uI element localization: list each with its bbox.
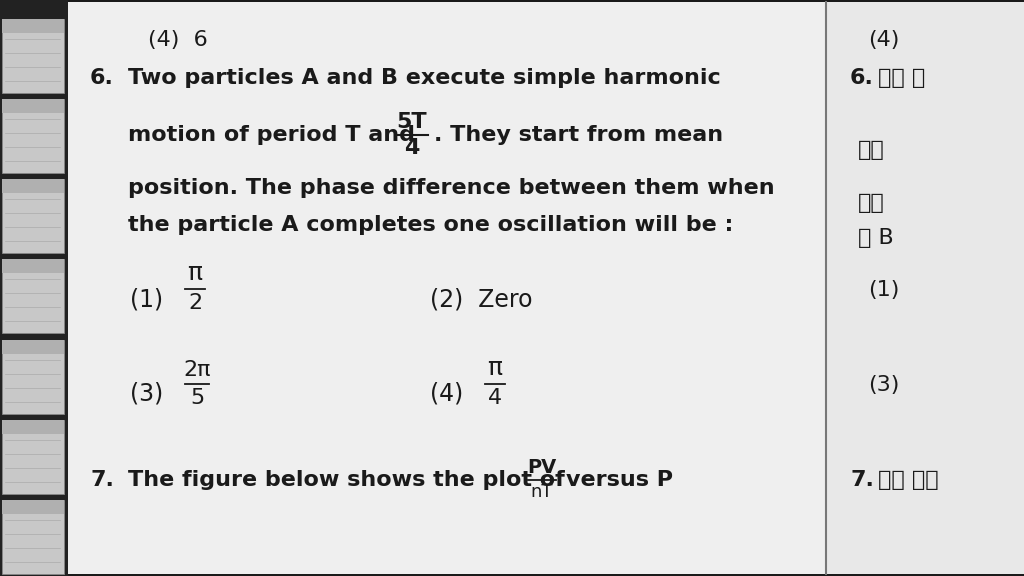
Text: (4): (4) [430, 382, 463, 406]
Text: 4: 4 [488, 388, 502, 408]
Text: (4)  6: (4) 6 [148, 30, 208, 50]
Text: versus P: versus P [566, 470, 673, 490]
Text: (1): (1) [130, 287, 163, 311]
Text: आव: आव [858, 140, 885, 160]
Bar [2, 99, 63, 113]
Text: (4): (4) [868, 30, 899, 50]
Text: 5T: 5T [396, 112, 427, 132]
Text: 6.: 6. [90, 68, 114, 88]
Text: the particle A completes one oscillation will be :: the particle A completes one oscillation… [128, 215, 733, 235]
Bar [826, 2, 1024, 574]
Text: 2π: 2π [183, 360, 211, 380]
Bar [2, 179, 63, 253]
Text: motion of period T and: motion of period T and [128, 125, 415, 145]
Text: Two particles A and B execute simple harmonic: Two particles A and B execute simple har… [128, 68, 721, 88]
Bar [2, 259, 63, 273]
Text: व B: व B [858, 228, 894, 248]
Text: π: π [487, 356, 503, 380]
Text: . They start from mean: . They start from mean [434, 125, 723, 145]
Text: कर: कर [858, 193, 885, 213]
Bar [0, 0, 68, 576]
Bar [2, 340, 63, 414]
Text: दो फ़: दो फ़ [878, 470, 939, 490]
Bar [2, 19, 63, 93]
Bar [2, 420, 63, 434]
Bar [2, 19, 63, 33]
Bar [2, 500, 63, 514]
Bar [2, 420, 63, 494]
Text: (2)  Zero: (2) Zero [430, 287, 532, 311]
Text: 2: 2 [188, 293, 202, 313]
Bar [68, 2, 826, 574]
Text: The figure below shows the plot of: The figure below shows the plot of [128, 470, 565, 490]
Text: (3): (3) [868, 375, 899, 395]
Bar [2, 179, 63, 193]
Text: position. The phase difference between them when: position. The phase difference between t… [128, 178, 774, 198]
Text: 6.: 6. [850, 68, 873, 88]
Text: PV: PV [527, 458, 557, 477]
Text: (3): (3) [130, 382, 163, 406]
Text: 7.: 7. [90, 470, 114, 490]
Text: π: π [187, 261, 203, 285]
Text: (1): (1) [868, 280, 899, 300]
Bar [2, 500, 63, 574]
Text: 5: 5 [189, 388, 204, 408]
Text: nT: nT [530, 483, 553, 501]
Bar [2, 340, 63, 354]
Bar [2, 259, 63, 333]
Text: दो द: दो द [878, 68, 926, 88]
Text: 7.: 7. [850, 470, 873, 490]
Bar [2, 99, 63, 173]
Text: 4: 4 [404, 138, 420, 158]
